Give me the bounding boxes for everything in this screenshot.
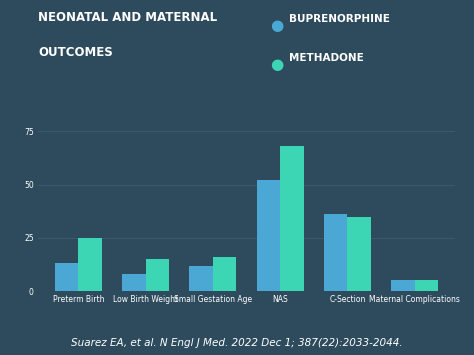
Bar: [55, 263, 78, 291]
Text: ●: ●: [270, 18, 283, 33]
Bar: [256, 180, 280, 291]
Bar: [324, 214, 347, 291]
Bar: [347, 217, 371, 291]
Text: ●: ●: [270, 57, 283, 72]
Text: BUPRENORPHINE: BUPRENORPHINE: [289, 14, 390, 24]
Bar: [78, 238, 102, 291]
Text: OUTCOMES: OUTCOMES: [38, 46, 113, 59]
Text: Suarez EA, et al. N Engl J Med. 2022 Dec 1; 387(22):2033-2044.: Suarez EA, et al. N Engl J Med. 2022 Dec…: [71, 338, 403, 348]
Text: NEONATAL AND MATERNAL: NEONATAL AND MATERNAL: [38, 11, 217, 24]
Bar: [189, 266, 213, 291]
Bar: [280, 146, 304, 291]
Bar: [213, 257, 237, 291]
Text: METHADONE: METHADONE: [289, 53, 364, 63]
Bar: [122, 274, 146, 291]
Bar: [415, 280, 438, 291]
Bar: [146, 259, 169, 291]
Bar: [391, 280, 415, 291]
